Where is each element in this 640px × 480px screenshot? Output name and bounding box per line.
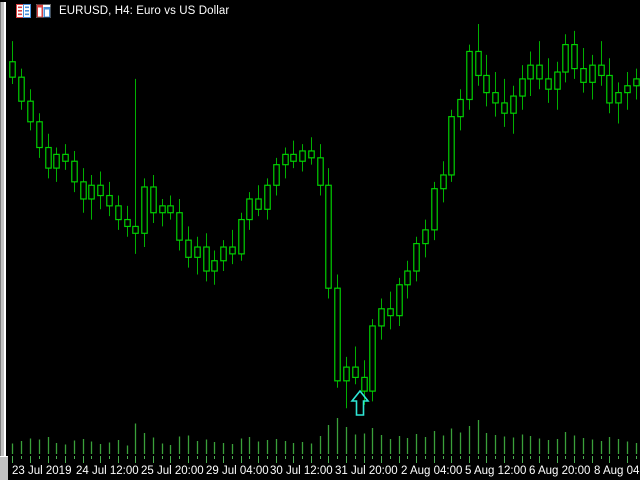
candle-body <box>71 160 78 183</box>
axis-tick-label: 5 Aug 12:00 <box>465 465 527 477</box>
chart-plot-area[interactable] <box>8 22 640 456</box>
candle-body <box>457 98 464 118</box>
chart-title-bar: EURUSD, H4: Euro vs US Dollar <box>8 0 640 22</box>
axis-tick-label: 8 Aug 04:00 <box>594 465 640 477</box>
candle-body <box>562 43 569 73</box>
candle-body <box>97 184 104 197</box>
candle-body <box>545 78 552 90</box>
candle-body <box>290 153 297 162</box>
candle-body <box>519 78 526 97</box>
candle-body <box>431 188 438 231</box>
candle-body <box>132 225 139 234</box>
candle-body <box>80 181 87 200</box>
chart-background <box>8 22 640 456</box>
candle-body <box>554 71 561 90</box>
buy-arrow-marker[interactable] <box>350 389 370 416</box>
candle-body <box>396 284 403 317</box>
time-axis[interactable]: 23 Jul 2019 24 Jul 12:00 25 Jul 20:00 29 Ju… <box>8 456 640 480</box>
candle-body <box>483 74 490 94</box>
candle-body <box>317 157 324 186</box>
candle-body <box>448 116 455 176</box>
candle-body <box>633 78 640 87</box>
candle-body <box>334 287 341 382</box>
candle-body <box>53 153 60 169</box>
candle-body <box>387 308 394 317</box>
candle-body <box>580 68 587 83</box>
candle-body <box>624 85 631 94</box>
markers-layer <box>350 389 370 416</box>
volume-layer <box>11 418 638 454</box>
candle-body <box>510 95 517 114</box>
candle-body <box>352 366 359 379</box>
candle-body <box>475 50 482 77</box>
candle-body <box>361 376 368 392</box>
candle-body <box>413 242 420 272</box>
candle-body <box>27 100 34 123</box>
candle-body <box>404 270 411 286</box>
axis-tick-label: 31 Jul 20:00 <box>335 465 398 477</box>
candle-body <box>106 194 113 207</box>
candle-body <box>536 64 543 80</box>
candle-body <box>88 184 95 200</box>
candle-body <box>598 64 605 77</box>
candle-body <box>589 64 596 83</box>
candle-body <box>9 61 16 78</box>
candle-body <box>176 212 183 241</box>
candle-body <box>501 102 508 114</box>
candle-body <box>299 150 306 162</box>
candle-body <box>220 246 227 262</box>
candle-body <box>571 43 578 70</box>
candle-body <box>378 308 385 327</box>
candle-body <box>492 92 499 104</box>
candle-body <box>167 205 174 214</box>
candles-layer <box>9 24 640 409</box>
window-left-border <box>0 0 8 480</box>
candle-body <box>238 218 245 255</box>
axis-tick-label: 30 Jul 12:00 <box>270 465 333 477</box>
candle-body <box>343 366 350 382</box>
candlestick-chart[interactable] <box>8 22 640 456</box>
axis-tick-label: 29 Jul 04:00 <box>206 465 269 477</box>
candle-body <box>229 246 236 255</box>
candle-body <box>308 150 315 159</box>
time-axis-ticks <box>8 456 640 480</box>
candle-body <box>440 174 447 190</box>
candle-body <box>203 246 210 272</box>
candle-body <box>615 92 622 104</box>
candle-body <box>282 153 289 166</box>
candle-body <box>45 146 52 169</box>
scroll-corner <box>0 456 8 480</box>
axis-tick-label: 25 Jul 20:00 <box>141 465 204 477</box>
candle-body <box>124 218 131 228</box>
candle-body <box>466 50 473 101</box>
candle-body <box>422 229 429 245</box>
candle-body <box>606 74 613 104</box>
candle-body <box>185 239 192 258</box>
candle-body <box>246 198 253 221</box>
axis-tick-label: 23 Jul 2019 <box>12 465 72 477</box>
candle-body <box>141 186 148 234</box>
candle-body <box>115 205 122 221</box>
candle-body <box>36 121 43 149</box>
axis-tick-label: 6 Aug 20:00 <box>529 465 591 477</box>
axis-tick-label: 2 Aug 04:00 <box>401 465 463 477</box>
candle-body <box>273 164 280 186</box>
candle-body <box>255 198 262 210</box>
axis-tick-label: 24 Jul 12:00 <box>76 465 139 477</box>
market-watch-icon[interactable] <box>16 4 31 18</box>
candle-body <box>159 205 166 214</box>
candle-body <box>369 325 376 392</box>
candle-body <box>325 184 332 289</box>
candle-body <box>18 76 25 102</box>
candle-body <box>62 153 69 162</box>
candle-body <box>264 184 271 210</box>
chart-window-icon[interactable] <box>36 4 51 18</box>
candle-body <box>527 64 534 80</box>
candle-body <box>211 260 218 272</box>
candle-body <box>194 246 201 258</box>
candle-body <box>150 186 157 214</box>
chart-title-text: EURUSD, H4: Euro vs US Dollar <box>59 5 230 17</box>
